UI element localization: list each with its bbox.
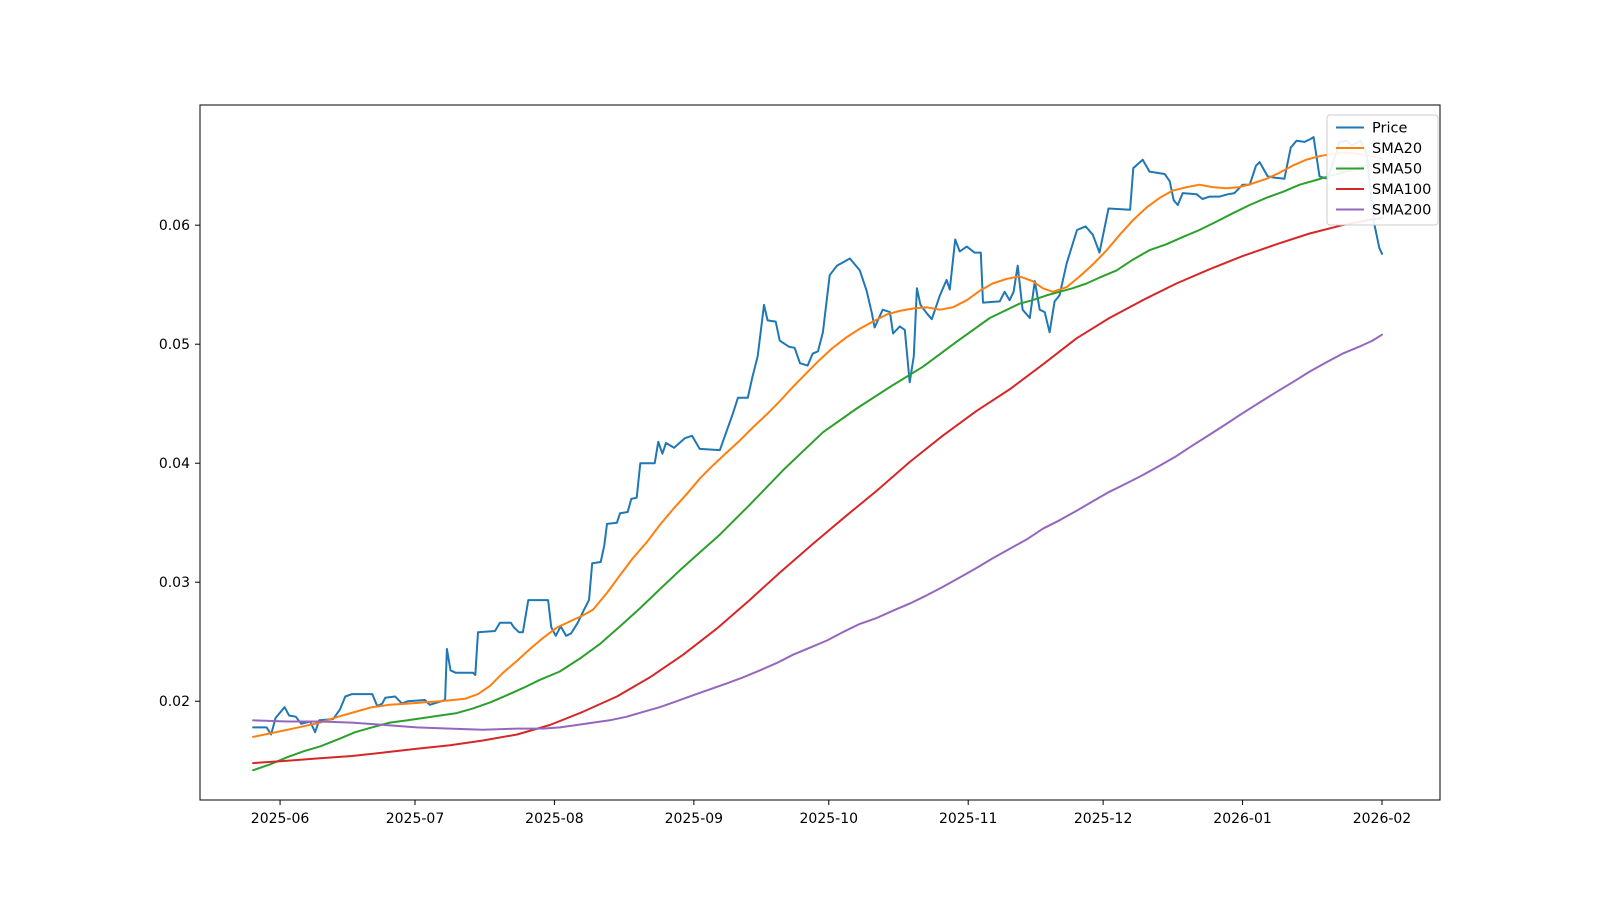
legend-label-sma50: SMA50 (1372, 162, 1422, 178)
x-tick-label: 2025-09 (665, 811, 724, 827)
y-tick-label: 0.06 (159, 218, 190, 234)
legend-label-sma20: SMA20 (1372, 141, 1422, 157)
x-tick-label: 2025-08 (525, 811, 584, 827)
y-tick-label: 0.04 (159, 456, 190, 472)
y-tick-label: 0.03 (159, 575, 190, 591)
y-tick-label: 0.05 (159, 337, 190, 353)
legend-label-sma200: SMA200 (1372, 203, 1431, 219)
x-tick-label: 2025-12 (1074, 811, 1133, 827)
x-tick-label: 2025-07 (386, 811, 445, 827)
x-tick-label: 2026-01 (1213, 811, 1272, 827)
series-line-sma50 (252, 161, 1383, 772)
series-line-sma200 (252, 333, 1383, 731)
x-tick-label: 2025-10 (800, 811, 859, 827)
series-line-sma100 (252, 217, 1383, 765)
axes-spines (199, 104, 1441, 801)
x-tick-label: 2025-06 (251, 811, 310, 827)
legend-label-price: Price (1372, 121, 1407, 137)
x-tick-label: 2025-11 (939, 811, 998, 827)
y-tick-label: 0.02 (159, 694, 190, 710)
series-line-price (252, 136, 1383, 736)
series-line-sma20 (252, 151, 1383, 738)
legend-label-sma100: SMA100 (1372, 182, 1431, 198)
x-tick-label: 2026-02 (1353, 811, 1412, 827)
legend-box (1326, 114, 1439, 226)
